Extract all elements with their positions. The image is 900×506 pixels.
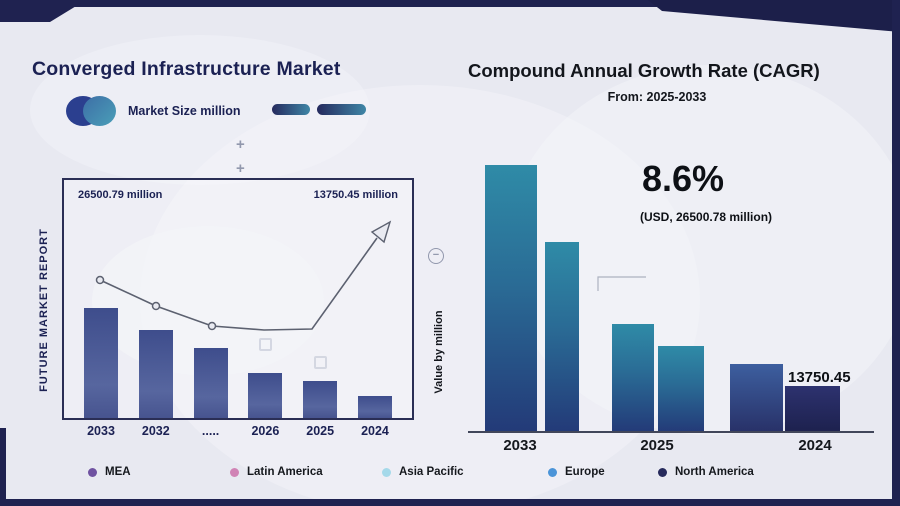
gradient-pill-icon bbox=[317, 104, 366, 115]
right-bar-2024-5 bbox=[730, 364, 783, 432]
left-bar-2026 bbox=[248, 373, 283, 418]
right-x-label-2025: 2025 bbox=[640, 437, 674, 454]
right-bar-2033-2 bbox=[545, 242, 579, 432]
left-chart-title: Converged Infrastructure Market bbox=[32, 58, 341, 80]
watermark-square-icon bbox=[314, 356, 327, 369]
right-chart-title: Compound Annual Growth Rate (CAGR) bbox=[468, 60, 820, 81]
right-bar-2025-3 bbox=[612, 324, 654, 432]
legend-label: North America bbox=[675, 466, 754, 478]
legend-dot-icon bbox=[382, 467, 391, 477]
blob-teal-ellipse bbox=[83, 96, 116, 126]
right-chart-value-annotation: 13750.45 bbox=[788, 369, 851, 386]
cagr-value: 8.6% bbox=[642, 158, 725, 199]
left-chart-peak-value: 26500.79 million bbox=[78, 189, 163, 201]
legend-dot-icon bbox=[230, 467, 239, 477]
left-x-label: ..... bbox=[201, 424, 220, 438]
right-bar-2024-6 bbox=[785, 386, 840, 432]
market-size-icon bbox=[66, 96, 116, 126]
legend-label: Latin America bbox=[247, 466, 323, 478]
left-chart-bars bbox=[64, 180, 412, 418]
legend-dot-icon bbox=[658, 467, 667, 477]
plus-icon: + bbox=[236, 136, 245, 153]
left-x-label: 2033 bbox=[87, 424, 115, 438]
left-bar-2025 bbox=[303, 381, 338, 418]
legend-item-north-america: North America bbox=[658, 466, 754, 478]
legend-dot-icon bbox=[548, 467, 557, 477]
legend-item-europe: Europe bbox=[548, 466, 605, 478]
right-chart-subtitle: From: 2025-2033 bbox=[607, 90, 707, 104]
right-bar-2033-1 bbox=[485, 165, 537, 432]
legend-label: MEA bbox=[105, 466, 131, 478]
left-bar-..... bbox=[193, 348, 228, 418]
right-bar-2025-4 bbox=[658, 346, 704, 432]
left-x-label: 2024 bbox=[361, 424, 389, 438]
left-chart-frame: 26500.79 million 13750.45 million bbox=[62, 178, 414, 420]
left-chart-x-axis: 2033 2032..... 2026 2025 2024 bbox=[62, 424, 414, 438]
legend-item-mea: MEA bbox=[88, 466, 131, 478]
legend-label: Asia Pacific bbox=[399, 466, 464, 478]
minus-circle-icon: − bbox=[428, 248, 444, 264]
left-bar-2024 bbox=[357, 396, 392, 418]
plus-icon: + bbox=[236, 160, 245, 177]
left-x-label: 2026 bbox=[251, 424, 280, 438]
watermark-square-icon bbox=[259, 338, 272, 351]
market-size-legend-label: Market Size million bbox=[128, 104, 241, 118]
left-bar-2032 bbox=[138, 330, 173, 418]
right-chart-baseline bbox=[468, 431, 874, 433]
right-x-label-2033: 2033 bbox=[503, 437, 537, 454]
left-x-label: 2025 bbox=[306, 424, 335, 438]
legend-item-asia-pacific: Asia Pacific bbox=[382, 466, 464, 478]
legend-item-latin-america: Latin America bbox=[230, 466, 323, 478]
legend-dot-icon bbox=[88, 467, 97, 477]
cagr-detail: (USD, 26500.78 million) bbox=[640, 210, 773, 224]
gradient-pill-icon bbox=[272, 104, 310, 115]
left-x-label: 2032 bbox=[141, 424, 170, 438]
right-x-label-2024: 2024 bbox=[798, 437, 832, 454]
left-chart-low-value: 13750.45 million bbox=[313, 189, 398, 201]
legend-label: Europe bbox=[565, 466, 605, 478]
